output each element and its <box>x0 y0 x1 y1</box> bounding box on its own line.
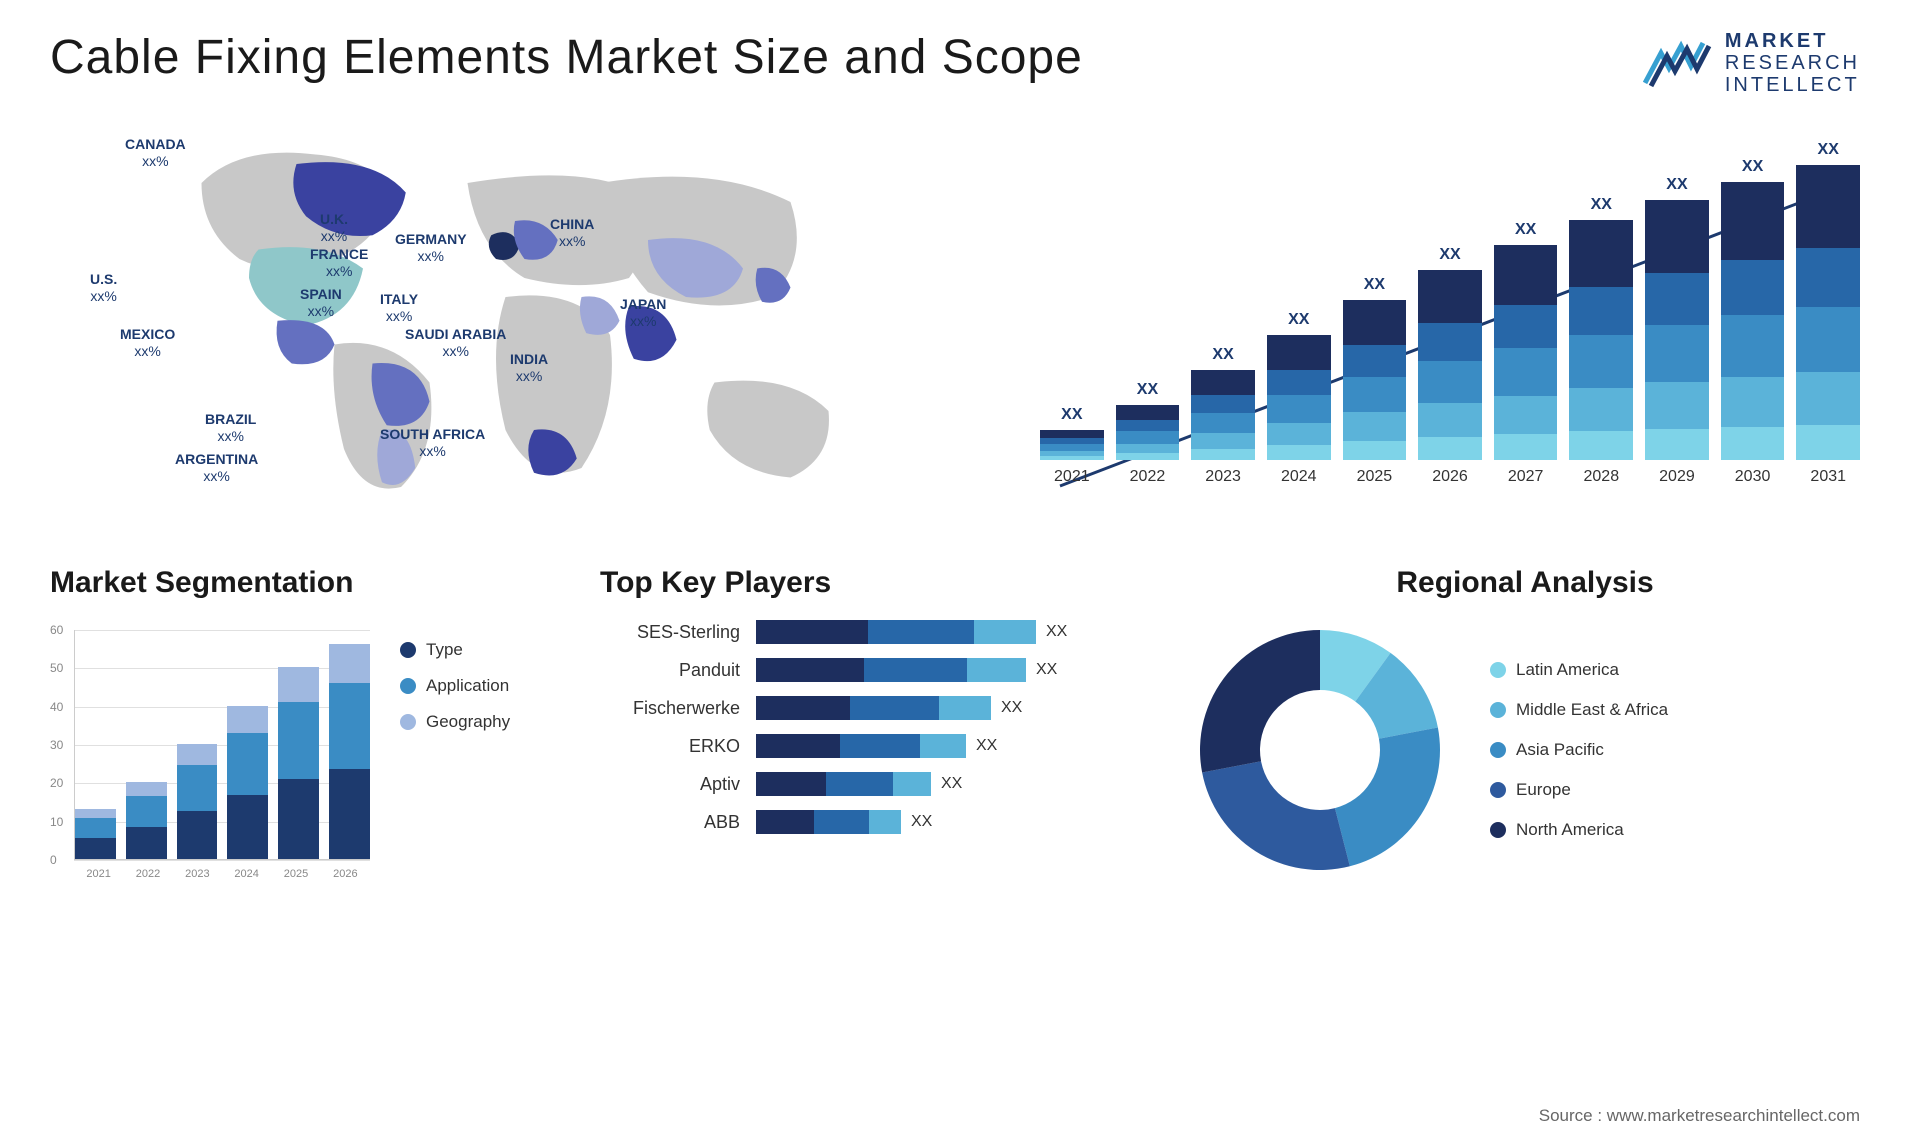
x-tick-label: 2021 <box>86 868 110 880</box>
segmentation-title: Market Segmentation <box>50 566 550 600</box>
segmentation-bar <box>278 667 319 859</box>
donut-segment <box>1202 761 1350 870</box>
forecast-bar: XX2029 <box>1645 176 1709 486</box>
world-map-icon <box>30 126 1000 506</box>
segmentation-bar <box>177 744 218 859</box>
forecast-bar-chart: XX2021XX2022XX2023XX2024XX2025XX2026XX20… <box>1040 126 1860 526</box>
y-tick-label: 60 <box>50 623 63 637</box>
forecast-bar: XX2025 <box>1343 276 1407 486</box>
country-label: SAUDI ARABIAxx% <box>405 326 506 360</box>
country-label: ITALYxx% <box>380 291 418 325</box>
country-label: FRANCExx% <box>310 246 368 280</box>
regional-analysis-panel: Regional Analysis Latin America Middle Ea… <box>1190 566 1860 880</box>
country-label: SPAINxx% <box>300 286 342 320</box>
x-tick-label: 2025 <box>284 868 308 880</box>
country-label: U.K.xx% <box>320 211 348 245</box>
legend-item: Type <box>400 640 510 660</box>
player-row: PanduitXX <box>600 658 1140 682</box>
players-title: Top Key Players <box>600 566 1140 600</box>
donut-segment <box>1200 630 1320 772</box>
logo-text-3: INTELLECT <box>1725 74 1860 96</box>
forecast-bar: XX2022 <box>1116 381 1180 486</box>
country-label: CANADAxx% <box>125 136 186 170</box>
page-title: Cable Fixing Elements Market Size and Sc… <box>50 30 1083 85</box>
x-tick-label: 2023 <box>185 868 209 880</box>
forecast-bar: XX2021 <box>1040 406 1104 486</box>
legend-item: Application <box>400 676 510 696</box>
player-row: ABBXX <box>600 810 1140 834</box>
y-tick-label: 10 <box>50 815 63 829</box>
forecast-bar: XX2026 <box>1418 246 1482 486</box>
source-attribution: Source : www.marketresearchintellect.com <box>1539 1106 1860 1126</box>
forecast-bar: XX2030 <box>1721 158 1785 486</box>
forecast-bar: XX2023 <box>1191 346 1255 486</box>
segmentation-bar <box>227 706 268 859</box>
y-tick-label: 0 <box>50 853 57 867</box>
player-row: AptivXX <box>600 772 1140 796</box>
y-tick-label: 50 <box>50 661 63 675</box>
player-row: FischerwerkeXX <box>600 696 1140 720</box>
player-row: ERKOXX <box>600 734 1140 758</box>
donut-segment <box>1335 728 1440 867</box>
legend-item: Middle East & Africa <box>1490 700 1668 720</box>
top-key-players-panel: Top Key Players SES-SterlingXX PanduitXX F… <box>600 566 1140 880</box>
country-label: SOUTH AFRICAxx% <box>380 426 485 460</box>
country-label: CHINAxx% <box>550 216 594 250</box>
segmentation-bar <box>329 644 370 859</box>
country-label: ARGENTINAxx% <box>175 451 258 485</box>
logo-text-2: RESEARCH <box>1725 52 1860 74</box>
logo-icon <box>1643 38 1713 88</box>
x-tick-label: 2022 <box>136 868 160 880</box>
regional-legend: Latin America Middle East & Africa Asia Pa… <box>1490 660 1668 840</box>
x-tick-label: 2024 <box>234 868 258 880</box>
legend-item: Europe <box>1490 780 1668 800</box>
legend-item: North America <box>1490 820 1668 840</box>
regional-donut-chart <box>1190 620 1450 880</box>
forecast-bar: XX2027 <box>1494 221 1558 486</box>
x-tick-label: 2026 <box>333 868 357 880</box>
world-map-panel: CANADAxx% U.S.xx%MEXICOxx% BRAZILxx% ARGENT… <box>30 126 1000 526</box>
forecast-bar: XX2024 <box>1267 311 1331 486</box>
country-label: MEXICOxx% <box>120 326 175 360</box>
forecast-bar: XX2028 <box>1569 196 1633 486</box>
forecast-bar: XX2031 <box>1796 141 1860 486</box>
legend-item: Latin America <box>1490 660 1668 680</box>
y-tick-label: 30 <box>50 738 63 752</box>
legend-item: Asia Pacific <box>1490 740 1668 760</box>
segmentation-bar <box>126 782 167 859</box>
legend-item: Geography <box>400 712 510 732</box>
brand-logo: MARKET RESEARCH INTELLECT <box>1643 30 1860 96</box>
country-label: JAPANxx% <box>620 296 666 330</box>
segmentation-legend: Type Application Geography <box>400 640 510 732</box>
country-label: INDIAxx% <box>510 351 548 385</box>
y-tick-label: 40 <box>50 700 63 714</box>
market-segmentation-panel: Market Segmentation 0 10 20 30 40 50 60 2021 20… <box>50 566 550 880</box>
country-label: U.S.xx% <box>90 271 117 305</box>
player-row: SES-SterlingXX <box>600 620 1140 644</box>
country-label: BRAZILxx% <box>205 411 256 445</box>
logo-text-1: MARKET <box>1725 30 1860 52</box>
y-tick-label: 20 <box>50 776 63 790</box>
regional-title: Regional Analysis <box>1190 566 1860 600</box>
segmentation-bar-chart: 0 10 20 30 40 50 60 2021 2022 2023 2024 2025 2026 <box>50 620 370 880</box>
segmentation-bar <box>75 809 116 859</box>
country-label: GERMANYxx% <box>395 231 467 265</box>
